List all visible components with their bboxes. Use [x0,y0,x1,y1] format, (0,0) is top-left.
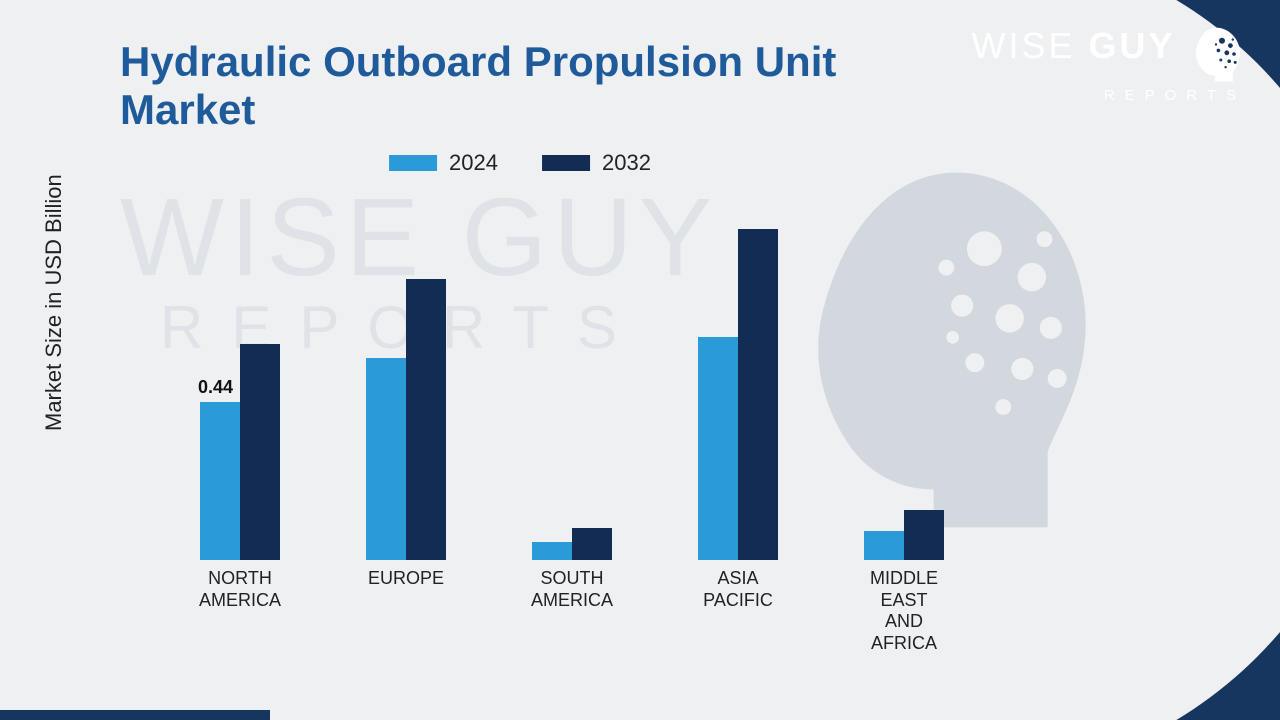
brand-subtitle: REPORTS [972,88,1247,103]
right-brand-panel [960,0,1280,720]
bar-2032 [904,510,944,560]
category-label: EUROPE [341,568,471,590]
bar-group: ASIA PACIFIC [663,229,813,560]
bar-value-label: 0.44 [198,377,233,398]
chart-title: Hydraulic Outboard Propulsion Unit Marke… [120,38,860,135]
legend-item: 2024 [389,150,498,176]
bottom-accent-bar [0,710,270,720]
brand-word-1: WISE [972,25,1076,66]
bar-2024 [532,542,572,560]
category-label: SOUTH AMERICA [507,568,637,611]
bar-group: MIDDLE EAST AND AFRICA [829,510,979,560]
brain-head-icon [1186,24,1246,84]
legend-label: 2024 [449,150,498,176]
legend-swatch-2032 [542,155,590,171]
bar-group: SOUTH AMERICA [497,528,647,560]
brand-logo: WISE GUY REPORTS [972,24,1247,103]
category-label: MIDDLE EAST AND AFRICA [839,568,969,654]
bar-group: 0.44NORTH AMERICA [165,344,315,560]
legend-swatch-2024 [389,155,437,171]
bar-2024 [864,531,904,560]
chart-container: Market Size in USD Billion 2024 2032 0.4… [60,150,980,670]
bar-2024 [200,402,240,560]
bar-2032 [240,344,280,560]
plot-area: 0.44NORTH AMERICAEUROPE SOUTH AMERICA ASIA… [144,200,980,560]
bar-2032 [738,229,778,560]
bar-2032 [572,528,612,560]
bar-2032 [406,279,446,560]
legend-label: 2032 [602,150,651,176]
bar-2024 [698,337,738,560]
category-label: ASIA PACIFIC [673,568,803,611]
legend-item: 2032 [542,150,651,176]
legend: 2024 2032 [389,150,651,176]
bar-group: EUROPE [331,279,481,560]
category-label: NORTH AMERICA [175,568,305,611]
brand-word-2: GUY [1089,25,1176,66]
bar-2024 [366,358,406,560]
y-axis-label: Market Size in USD Billion [41,174,67,431]
